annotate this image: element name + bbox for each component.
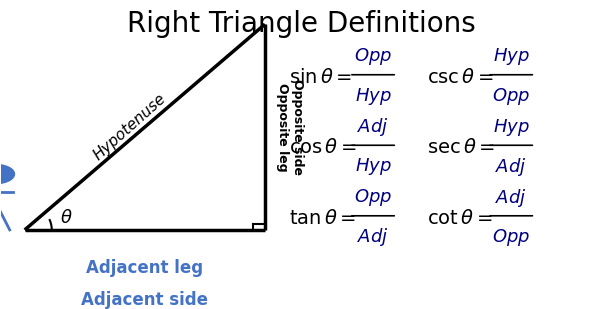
Text: $Hyp$: $Hyp$ <box>355 156 391 177</box>
Text: $\sec\theta=$: $\sec\theta=$ <box>427 138 495 157</box>
Text: $Adj$: $Adj$ <box>495 187 527 209</box>
Text: Opposite side: Opposite side <box>291 79 305 175</box>
Text: $\tan\theta=$: $\tan\theta=$ <box>289 209 356 228</box>
Text: Right Triangle Definitions: Right Triangle Definitions <box>126 10 476 37</box>
Text: $\theta$: $\theta$ <box>60 209 73 227</box>
Text: $Adj$: $Adj$ <box>357 116 389 138</box>
Text: $Opp$: $Opp$ <box>354 187 392 208</box>
Text: $Hyp$: $Hyp$ <box>493 116 530 138</box>
Text: $Opp$: $Opp$ <box>354 46 392 67</box>
Text: $\cos\theta=$: $\cos\theta=$ <box>289 138 357 157</box>
Text: $Opp$: $Opp$ <box>492 86 530 107</box>
Text: $\cot\theta=$: $\cot\theta=$ <box>427 209 492 228</box>
Text: $Hyp$: $Hyp$ <box>493 46 530 67</box>
Circle shape <box>0 164 14 184</box>
Text: Hypotenuse: Hypotenuse <box>91 91 169 163</box>
Text: $Opp$: $Opp$ <box>492 227 530 248</box>
Text: $Adj$: $Adj$ <box>495 156 527 178</box>
Text: Opposite leg: Opposite leg <box>276 83 290 171</box>
Text: $\csc\theta=$: $\csc\theta=$ <box>427 68 494 87</box>
Text: $Hyp$: $Hyp$ <box>355 86 391 107</box>
Text: Adjacent leg: Adjacent leg <box>86 259 203 277</box>
Text: Adjacent side: Adjacent side <box>81 291 208 309</box>
Text: $\sin\theta=$: $\sin\theta=$ <box>289 68 352 87</box>
Text: $Adj$: $Adj$ <box>357 226 389 248</box>
